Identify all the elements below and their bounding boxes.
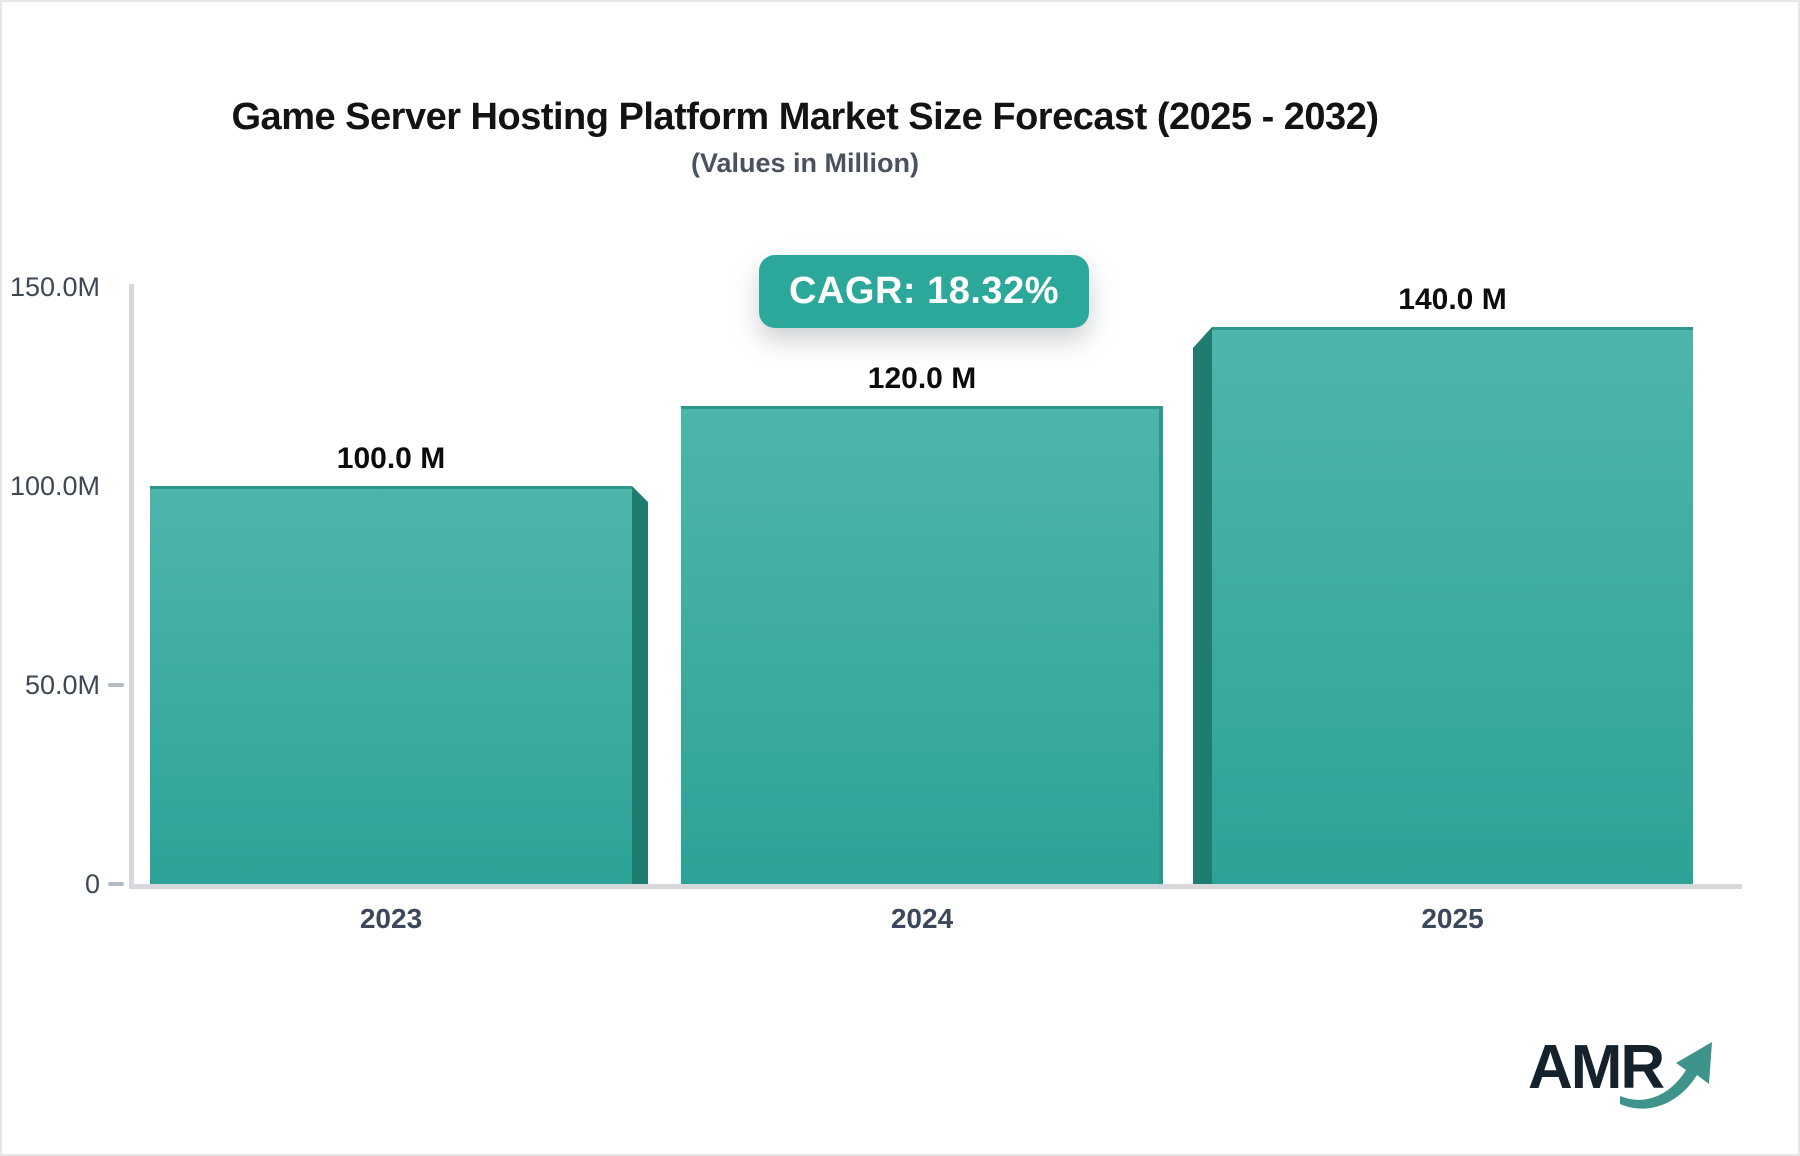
y-tick-label: 50.0M — [24, 670, 100, 700]
chart-title: Game Server Hosting Platform Market Size… — [231, 96, 1379, 138]
x-axis-line — [129, 884, 1742, 889]
bar-2025 — [1212, 327, 1693, 884]
amr-logo-text: AMR — [1528, 1033, 1665, 1102]
tick-mark — [108, 882, 124, 886]
x-axis-category-label: 2023 — [359, 903, 423, 934]
y-tick-label: 100.0M — [9, 471, 100, 501]
bar-2023-side-face — [632, 486, 648, 884]
x-axis-category-label: 2025 — [1421, 903, 1484, 934]
x-axis-category-label: 2024 — [890, 903, 954, 934]
chart-subtitle: (Values in Million) — [690, 148, 920, 178]
y-tick-label: 150.0M — [9, 272, 100, 302]
bar-2023 — [150, 486, 632, 884]
bar-2024 — [681, 406, 1163, 884]
tick-mark — [108, 683, 124, 687]
y-axis-line — [129, 284, 134, 889]
growth-arrow-icon — [1620, 1042, 1712, 1109]
bar-2025-side-face — [1193, 327, 1212, 884]
bar-value-label: 100.0 M — [336, 442, 446, 475]
bar-value-label: 140.0 M — [1398, 283, 1507, 316]
y-tick-label: 0 — [84, 869, 100, 899]
bar-value-label: 120.0 M — [867, 362, 977, 395]
cagr-badge: CAGR: 18.32% — [759, 255, 1089, 328]
amr-logo: AMR — [1528, 1030, 1712, 1110]
